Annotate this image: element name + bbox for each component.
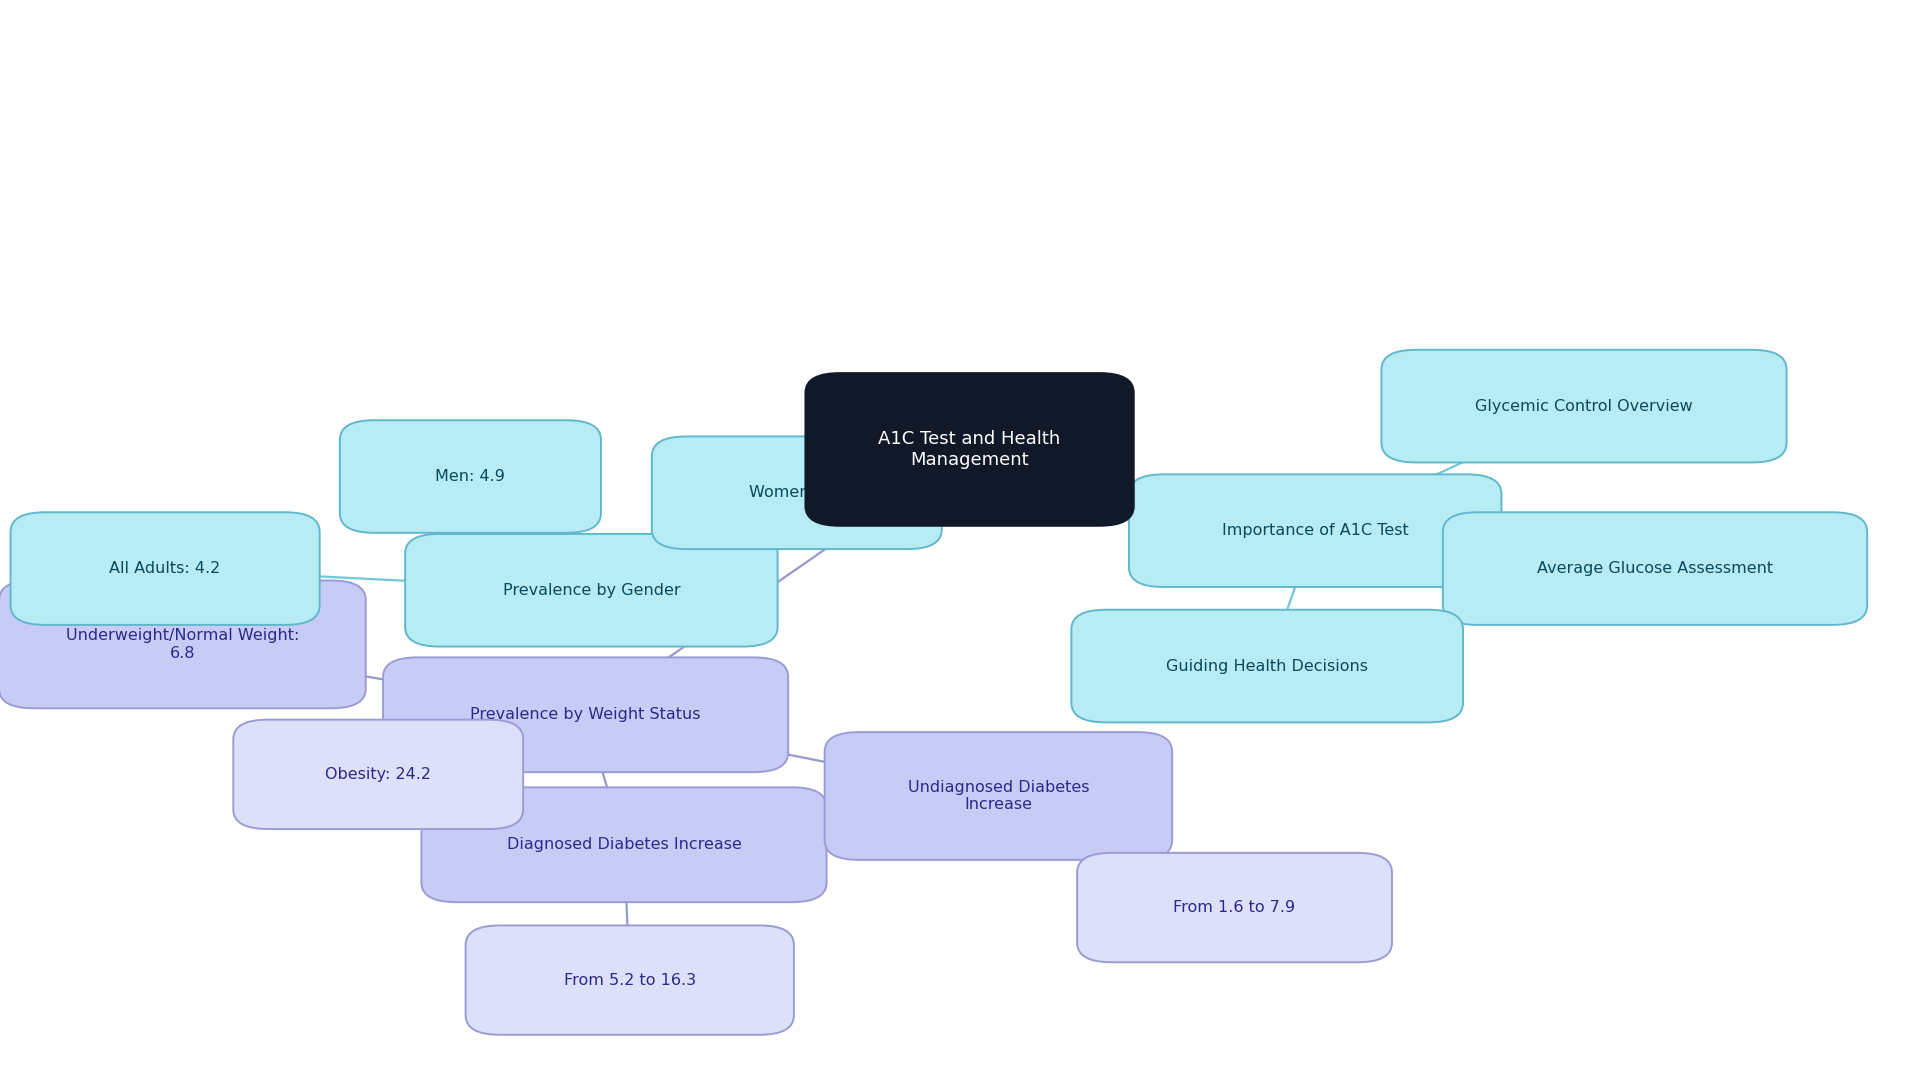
FancyBboxPatch shape — [1129, 474, 1501, 587]
FancyBboxPatch shape — [1380, 350, 1786, 462]
Text: From 1.6 to 7.9: From 1.6 to 7.9 — [1173, 900, 1296, 915]
FancyBboxPatch shape — [10, 512, 319, 625]
Text: Average Glucose Assessment: Average Glucose Assessment — [1538, 561, 1772, 576]
FancyBboxPatch shape — [806, 373, 1133, 526]
FancyBboxPatch shape — [384, 657, 787, 772]
Text: Diagnosed Diabetes Increase: Diagnosed Diabetes Increase — [507, 837, 741, 852]
FancyBboxPatch shape — [826, 732, 1171, 860]
Text: From 5.2 to 16.3: From 5.2 to 16.3 — [564, 973, 695, 988]
Text: Men: 4.9: Men: 4.9 — [436, 469, 505, 484]
Text: Prevalence by Weight Status: Prevalence by Weight Status — [470, 707, 701, 722]
Text: Prevalence by Gender: Prevalence by Gender — [503, 583, 680, 598]
FancyBboxPatch shape — [234, 719, 522, 830]
Text: Obesity: 24.2: Obesity: 24.2 — [324, 767, 432, 782]
FancyBboxPatch shape — [1077, 853, 1392, 962]
Text: All Adults: 4.2: All Adults: 4.2 — [109, 561, 221, 576]
FancyBboxPatch shape — [422, 787, 826, 902]
FancyBboxPatch shape — [1071, 610, 1463, 722]
FancyBboxPatch shape — [1444, 512, 1866, 625]
Text: Underweight/Normal Weight:
6.8: Underweight/Normal Weight: 6.8 — [65, 628, 300, 661]
Text: Women: 3.5: Women: 3.5 — [749, 485, 845, 500]
FancyBboxPatch shape — [0, 580, 365, 708]
FancyBboxPatch shape — [340, 420, 601, 533]
Text: Guiding Health Decisions: Guiding Health Decisions — [1165, 658, 1369, 674]
FancyBboxPatch shape — [467, 925, 795, 1035]
Text: A1C Test and Health
Management: A1C Test and Health Management — [879, 430, 1060, 469]
Text: Importance of A1C Test: Importance of A1C Test — [1221, 523, 1409, 538]
FancyBboxPatch shape — [405, 534, 778, 647]
Text: Glycemic Control Overview: Glycemic Control Overview — [1475, 399, 1693, 414]
FancyBboxPatch shape — [651, 436, 941, 549]
Text: Undiagnosed Diabetes
Increase: Undiagnosed Diabetes Increase — [908, 780, 1089, 812]
